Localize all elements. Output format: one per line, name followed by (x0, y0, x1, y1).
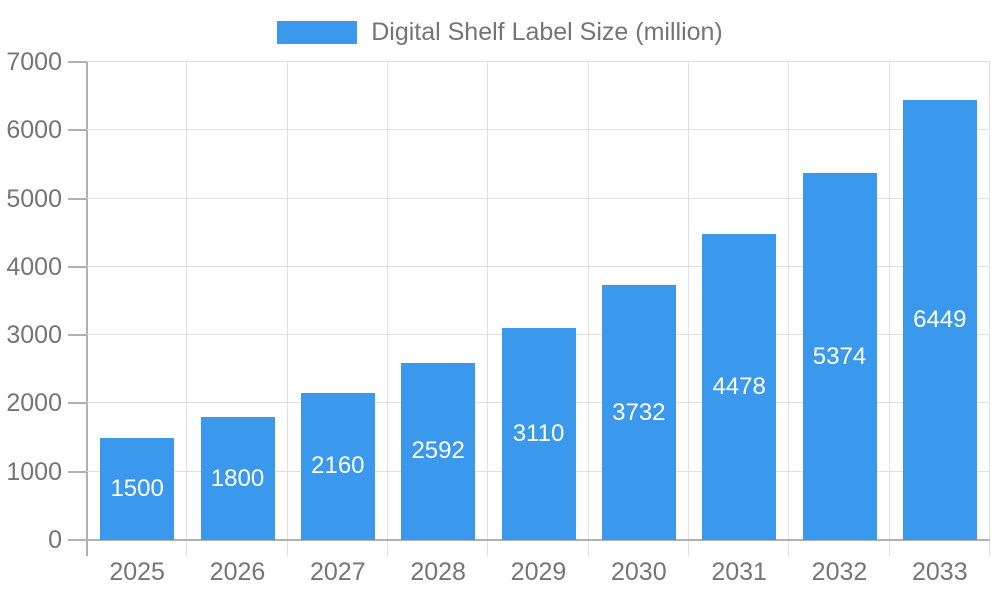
gridline (87, 61, 990, 62)
gridline (87, 265, 990, 267)
y-axis-tick (68, 265, 87, 268)
x-axis-label: 2032 (811, 558, 868, 586)
gridline (788, 62, 790, 556)
gridline (286, 62, 288, 556)
y-axis-tick (68, 402, 87, 405)
bar-value-label: 2592 (411, 437, 465, 465)
bar-2033[interactable]: 6449 (902, 99, 977, 540)
x-axis-label: 2028 (410, 558, 466, 586)
bar-2031[interactable]: 4478 (702, 234, 777, 540)
y-axis-tick (68, 334, 87, 337)
x-axis-line (87, 539, 990, 541)
bar-2029[interactable]: 3110 (501, 327, 576, 540)
gridline (888, 62, 890, 556)
gridline (688, 62, 689, 556)
y-axis-line (86, 62, 88, 556)
y-axis-tick (68, 197, 87, 200)
x-axis-label: 2033 (912, 558, 968, 586)
y-axis-tick (68, 61, 87, 63)
x-axis-label: 2026 (209, 558, 266, 586)
bar-2027[interactable]: 2160 (300, 392, 375, 540)
bar-value-label: 5374 (812, 342, 867, 370)
gridline (387, 62, 388, 556)
gridline (989, 62, 990, 556)
y-axis-label: 1000 (6, 457, 62, 486)
bar-value-label: 1500 (110, 474, 164, 502)
legend-swatch-icon (277, 21, 358, 44)
gridline (587, 62, 589, 556)
y-axis-tick (68, 539, 87, 541)
legend-label: Digital Shelf Label Size (million) (371, 18, 723, 46)
y-axis-label: 3000 (6, 321, 62, 350)
bar-2032[interactable]: 5374 (802, 173, 877, 540)
gridline (87, 197, 990, 199)
y-axis-label: 7000 (6, 48, 62, 76)
y-axis-label: 0 (48, 526, 62, 554)
x-axis-label: 2030 (611, 558, 667, 586)
y-axis-label: 6000 (6, 116, 62, 145)
gridline (487, 62, 489, 556)
bar-2025[interactable]: 1500 (100, 437, 175, 540)
bar-2028[interactable]: 2592 (401, 363, 476, 540)
x-axis-label: 2031 (711, 558, 767, 586)
y-axis-tick (68, 129, 87, 132)
gridline (186, 62, 188, 556)
y-axis-tick (68, 470, 87, 473)
bar-value-label: 3732 (612, 398, 666, 426)
bar-value-label: 2160 (311, 452, 365, 480)
bar-value-label: 4478 (712, 373, 766, 401)
bar-value-label: 6449 (913, 305, 967, 333)
gridline (87, 129, 990, 131)
y-axis-label: 5000 (6, 184, 62, 213)
y-axis-label: 4000 (6, 252, 62, 281)
x-axis-label: 2029 (510, 558, 567, 586)
x-axis-label: 2025 (109, 558, 165, 586)
x-axis-label: 2027 (310, 558, 366, 586)
chart-legend[interactable]: Digital Shelf Label Size (million) (0, 20, 1000, 45)
y-axis-label: 2000 (6, 389, 62, 418)
bar-value-label: 1800 (210, 464, 265, 492)
bar-value-label: 3110 (512, 419, 565, 447)
bar-2030[interactable]: 3732 (601, 285, 676, 540)
bar-2026[interactable]: 1800 (200, 417, 275, 540)
